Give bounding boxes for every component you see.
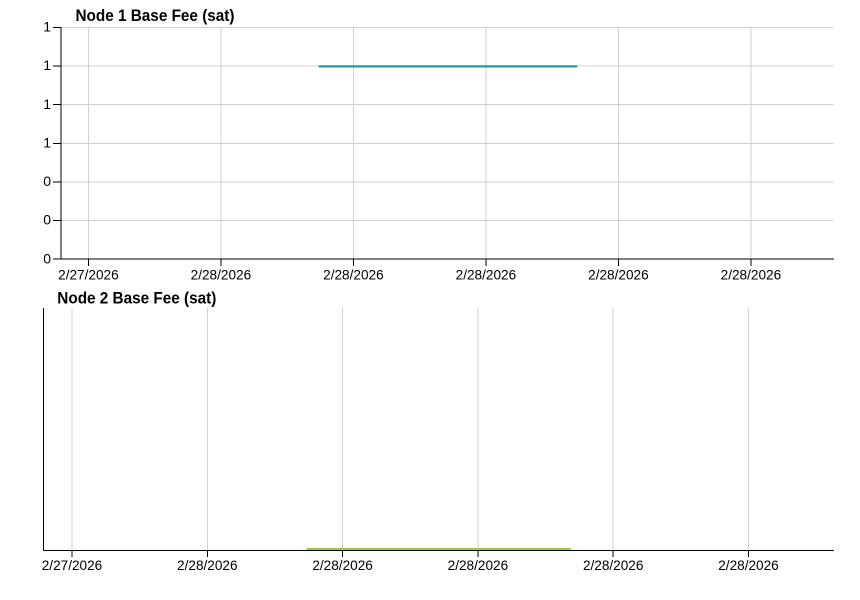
svg-text:2/28/2026: 2/28/2026 [721,267,782,283]
svg-text:2/28/2026: 2/28/2026 [448,557,509,573]
svg-text:2/28/2026: 2/28/2026 [588,267,649,283]
svg-text:2/28/2026: 2/28/2026 [312,557,373,573]
svg-text:1: 1 [43,134,51,150]
svg-text:Node 2 Base Fee (sat): Node 2 Base Fee (sat) [57,288,216,307]
svg-text:0: 0 [43,173,51,189]
svg-text:0: 0 [43,250,51,266]
svg-text:1: 1 [43,57,51,73]
svg-text:2/27/2026: 2/27/2026 [58,267,119,283]
svg-text:2/28/2026: 2/28/2026 [191,267,252,283]
svg-text:2/28/2026: 2/28/2026 [718,557,779,573]
svg-text:2/27/2026: 2/27/2026 [42,557,103,573]
svg-text:1: 1 [43,96,51,112]
svg-text:0: 0 [43,212,51,228]
svg-text:2/28/2026: 2/28/2026 [583,557,644,573]
svg-text:2/28/2026: 2/28/2026 [456,267,517,283]
svg-text:1: 1 [43,19,51,35]
svg-text:Node 1 Base Fee (sat): Node 1 Base Fee (sat) [76,6,235,25]
svg-text:2/28/2026: 2/28/2026 [323,267,384,283]
svg-text:2/28/2026: 2/28/2026 [177,557,238,573]
